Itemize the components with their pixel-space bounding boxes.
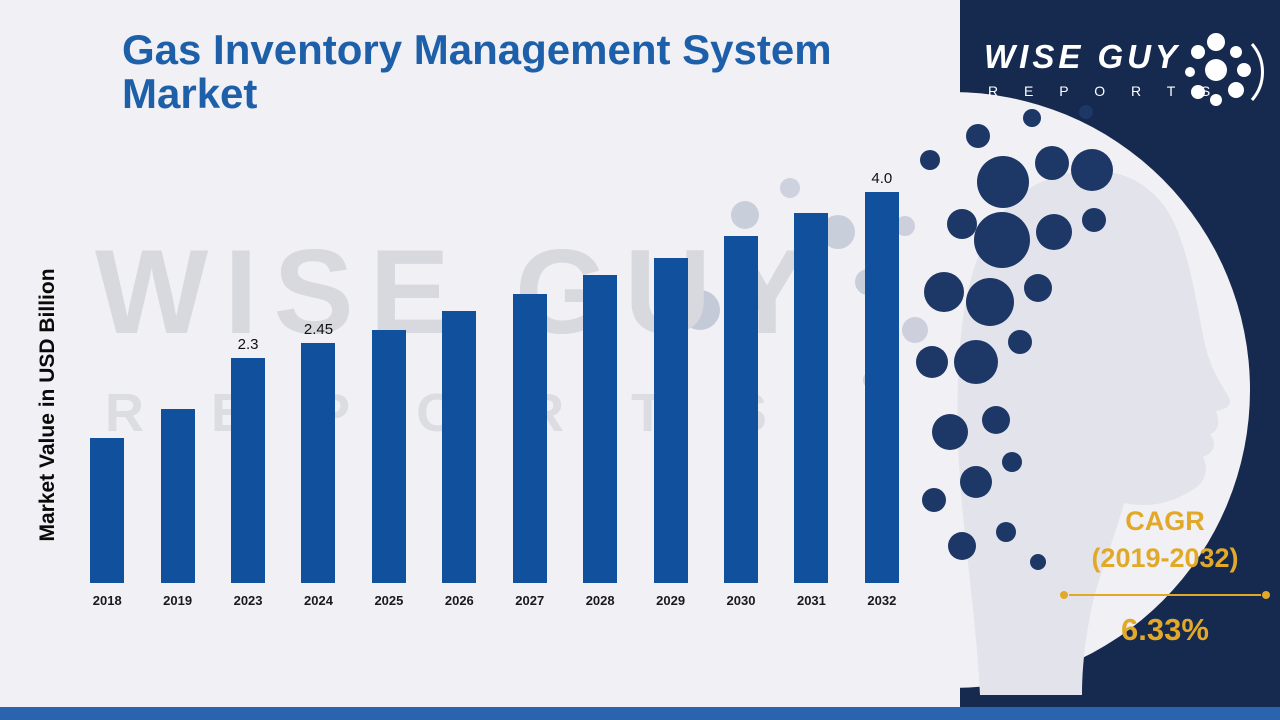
brand-logo: WISE GUY R E P O R T S: [984, 38, 1221, 99]
hair-dots: [916, 105, 1113, 570]
x-axis-tick-label: 2026: [444, 593, 474, 608]
bar-2032: [864, 192, 899, 583]
y-axis-label: Market Value in USD Billion: [36, 268, 59, 542]
bar-2027: [512, 294, 547, 583]
bar-2030: [724, 236, 758, 583]
x-axis-tick-label: 2030: [726, 593, 756, 608]
bar-column: 2027: [495, 123, 565, 610]
logo-subtext: R E P O R T S: [988, 83, 1222, 99]
bar-column: 2018: [72, 123, 142, 610]
x-axis-tick-label: 2023: [233, 593, 263, 608]
logo-wordmark: WISE GUY: [984, 38, 1182, 75]
bar-column: 2025: [354, 123, 424, 610]
face-silhouette: [957, 170, 1230, 695]
cagr-label: CAGR: [1125, 506, 1205, 536]
x-axis-tick-label: 2018: [92, 593, 122, 608]
bottom-accent-strip: [0, 707, 1280, 720]
bar-column: 2026: [424, 123, 494, 610]
bar-2026: [442, 311, 477, 583]
bar-2019: [160, 409, 195, 583]
x-axis-tick-label: 2032: [867, 593, 897, 608]
bar-column: 2028: [565, 123, 635, 610]
bar-column: 4.0 2032: [847, 123, 917, 610]
bar-group: 2018 2019 2.3 2023 2.45 2024 2025 2026 2027 2028 2…: [72, 123, 917, 610]
bar-column: 2030: [706, 123, 776, 610]
x-axis-tick-label: 2028: [585, 593, 615, 608]
bar-column: 2019: [142, 123, 212, 610]
cagr-value: 6.33%: [1121, 612, 1209, 647]
page-title-line1: Gas Inventory Management System: [122, 26, 832, 73]
bar-2029: [653, 258, 688, 583]
cagr-period: (2019-2032): [1091, 543, 1239, 573]
bar-column: 2031: [776, 123, 846, 610]
bar-value-label: 2.3: [237, 336, 259, 353]
bar-value-label: 4.0: [871, 170, 893, 187]
bar-2028: [583, 275, 618, 583]
page-title-line2: Market: [122, 69, 258, 117]
cagr-divider-line: [1060, 591, 1270, 599]
x-axis-tick-label: 2031: [796, 593, 826, 608]
logo-brain-icon: [1185, 33, 1264, 106]
cagr-block: CAGR (2019-2032) 6.33%: [1060, 506, 1270, 648]
bar-value-label: 2.45: [303, 321, 334, 338]
bar-2023: [231, 358, 266, 583]
bar-column: 2029: [635, 123, 705, 610]
bar-2031: [794, 213, 829, 583]
x-axis-tick-label: 2025: [374, 593, 404, 608]
bar-2018: [90, 438, 125, 583]
x-axis-tick-label: 2024: [304, 593, 333, 608]
x-axis-tick-label: 2019: [163, 593, 193, 608]
x-axis-tick-label: 2029: [656, 593, 686, 608]
bar-column: 2.3 2023: [213, 123, 283, 610]
bar-column: 2.45 2024: [283, 123, 353, 610]
bar-2024: [301, 343, 336, 583]
bar-2025: [371, 330, 406, 583]
bar-chart: 2018 2019 2.3 2023 2.45 2024 2025 2026 2027 2028 2…: [72, 123, 917, 610]
x-axis-tick-label: 2027: [515, 593, 545, 608]
page-title: Gas Inventory Management System Market: [122, 28, 832, 115]
